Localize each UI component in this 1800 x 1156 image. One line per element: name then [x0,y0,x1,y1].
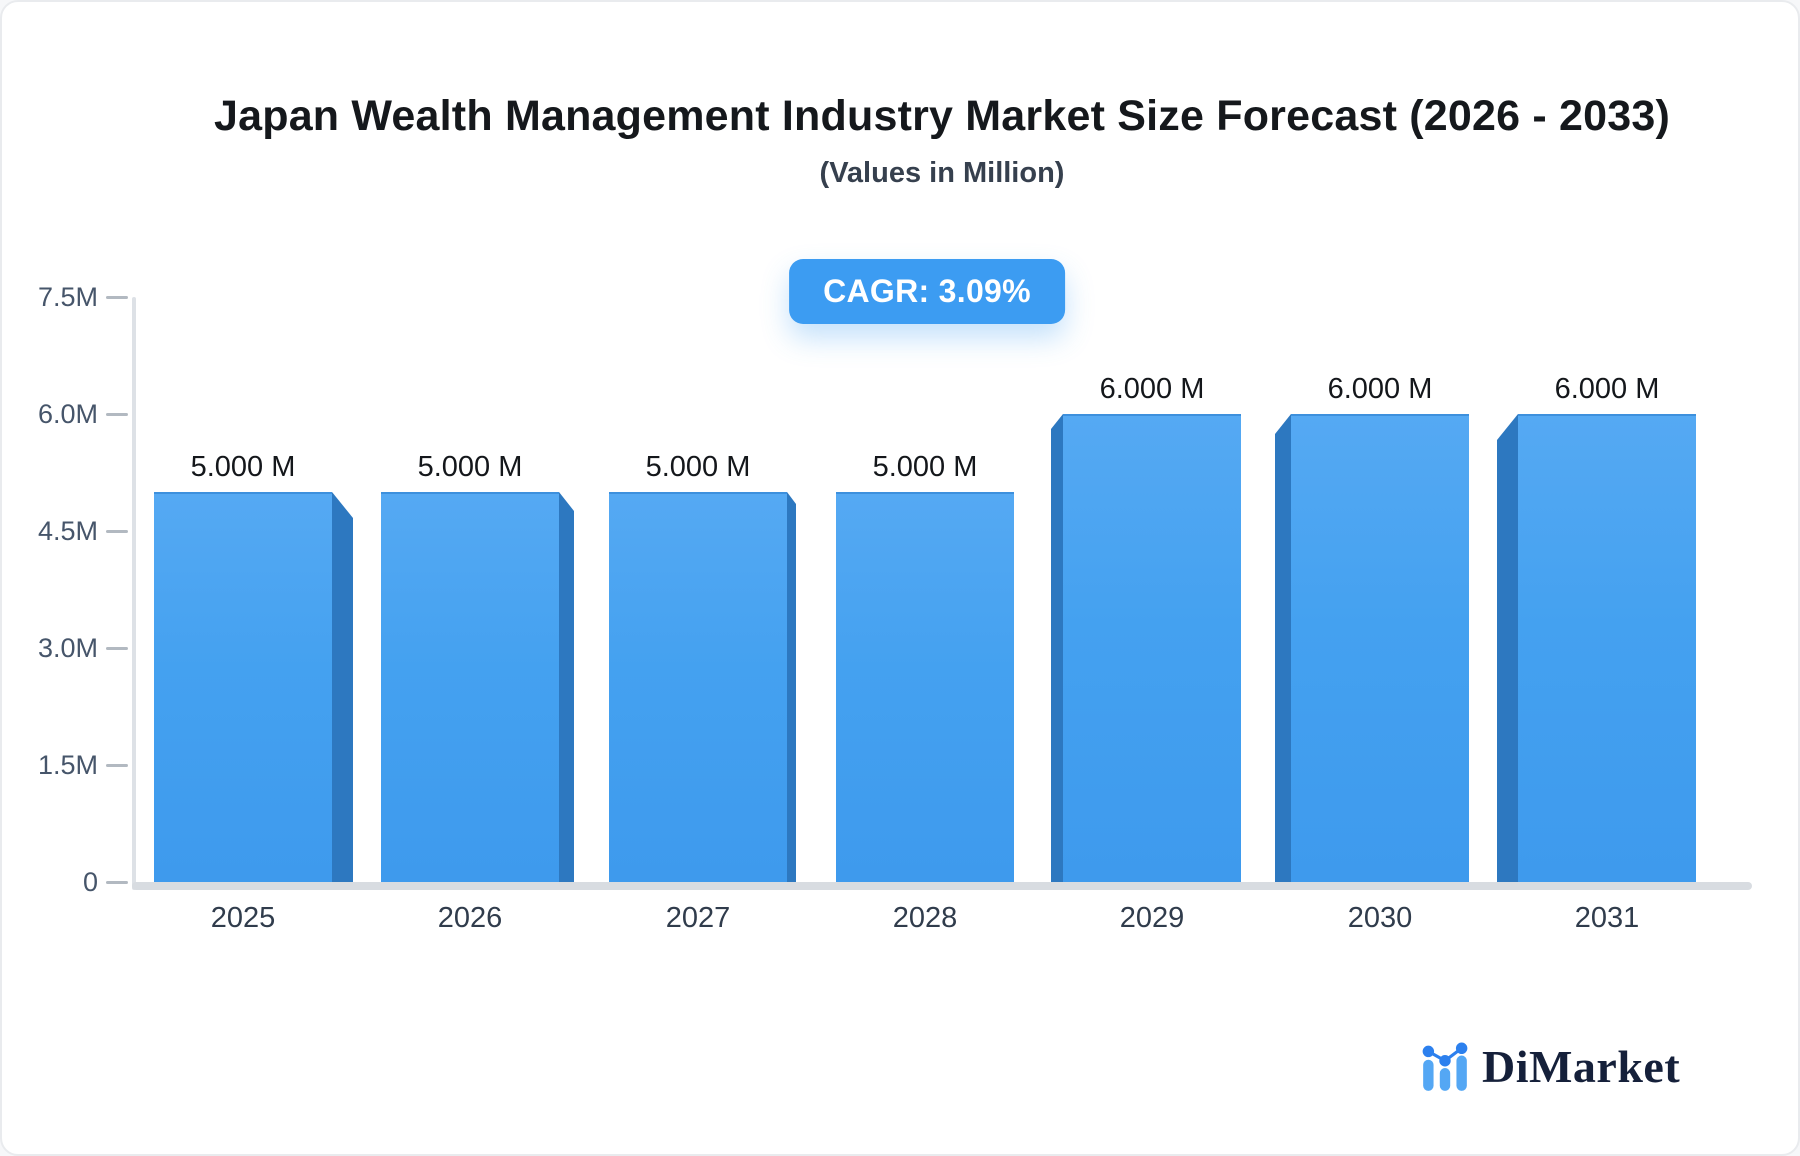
bar [154,492,332,882]
bar-side-face [332,492,353,882]
chart-header: Japan Wealth Management Industry Market … [132,92,1752,190]
x-axis-label: 2030 [1347,902,1413,934]
bar [1291,414,1469,882]
bar [1518,414,1696,882]
x-axis-label: 2026 [437,902,503,934]
y-axis-tick [106,413,128,416]
bar-value-label: 6.000 M [1554,373,1660,405]
x-axis-label: 2027 [665,902,731,934]
bar [1063,414,1241,882]
bar-value-label: 5.000 M [645,451,751,483]
page-title: Japan Wealth Management Industry Market … [214,92,1670,140]
x-axis-label: 2029 [1119,902,1185,934]
y-axis-tick [106,881,128,884]
chart-subtitle: (Values in Million) [819,157,1065,189]
bar-value-label: 5.000 M [872,451,978,483]
y-axis-tick [106,647,128,650]
y-axis-line [132,297,136,890]
y-axis-tick [106,530,128,533]
logo-text: DiMarket [1482,1041,1681,1092]
y-axis-tick [106,764,128,767]
y-axis-label: 0 [82,867,98,897]
bar-side-face [1497,414,1518,882]
bar-side-face [787,492,796,882]
y-axis-label: 6.0M [37,399,98,429]
bar [609,492,787,882]
bar-side-face [559,492,574,882]
y-axis-label: 3.0M [37,633,98,663]
x-axis-baseline [132,882,1752,890]
bar-value-label: 5.000 M [190,451,296,483]
y-axis-label: 7.5M [37,282,98,312]
bar [836,492,1014,882]
bar-value-label: 6.000 M [1327,373,1433,405]
dimarket-logo: DiMarket [1422,1040,1680,1093]
y-axis-tick [106,296,128,299]
bar-value-label: 6.000 M [1099,373,1205,405]
y-axis-label: 4.5M [37,516,98,546]
x-axis-label: 2025 [210,902,276,934]
bar-value-label: 5.000 M [417,451,523,483]
bar-chart-icon [1422,1042,1468,1091]
bar-side-face [1051,414,1063,882]
x-axis-label: 2028 [892,902,958,934]
bar [381,492,559,882]
cagr-badge: CAGR: 3.09% [789,259,1065,324]
bar-side-face [1275,414,1291,882]
x-axis-label: 2031 [1574,902,1640,934]
y-axis-label: 1.5M [37,750,98,780]
